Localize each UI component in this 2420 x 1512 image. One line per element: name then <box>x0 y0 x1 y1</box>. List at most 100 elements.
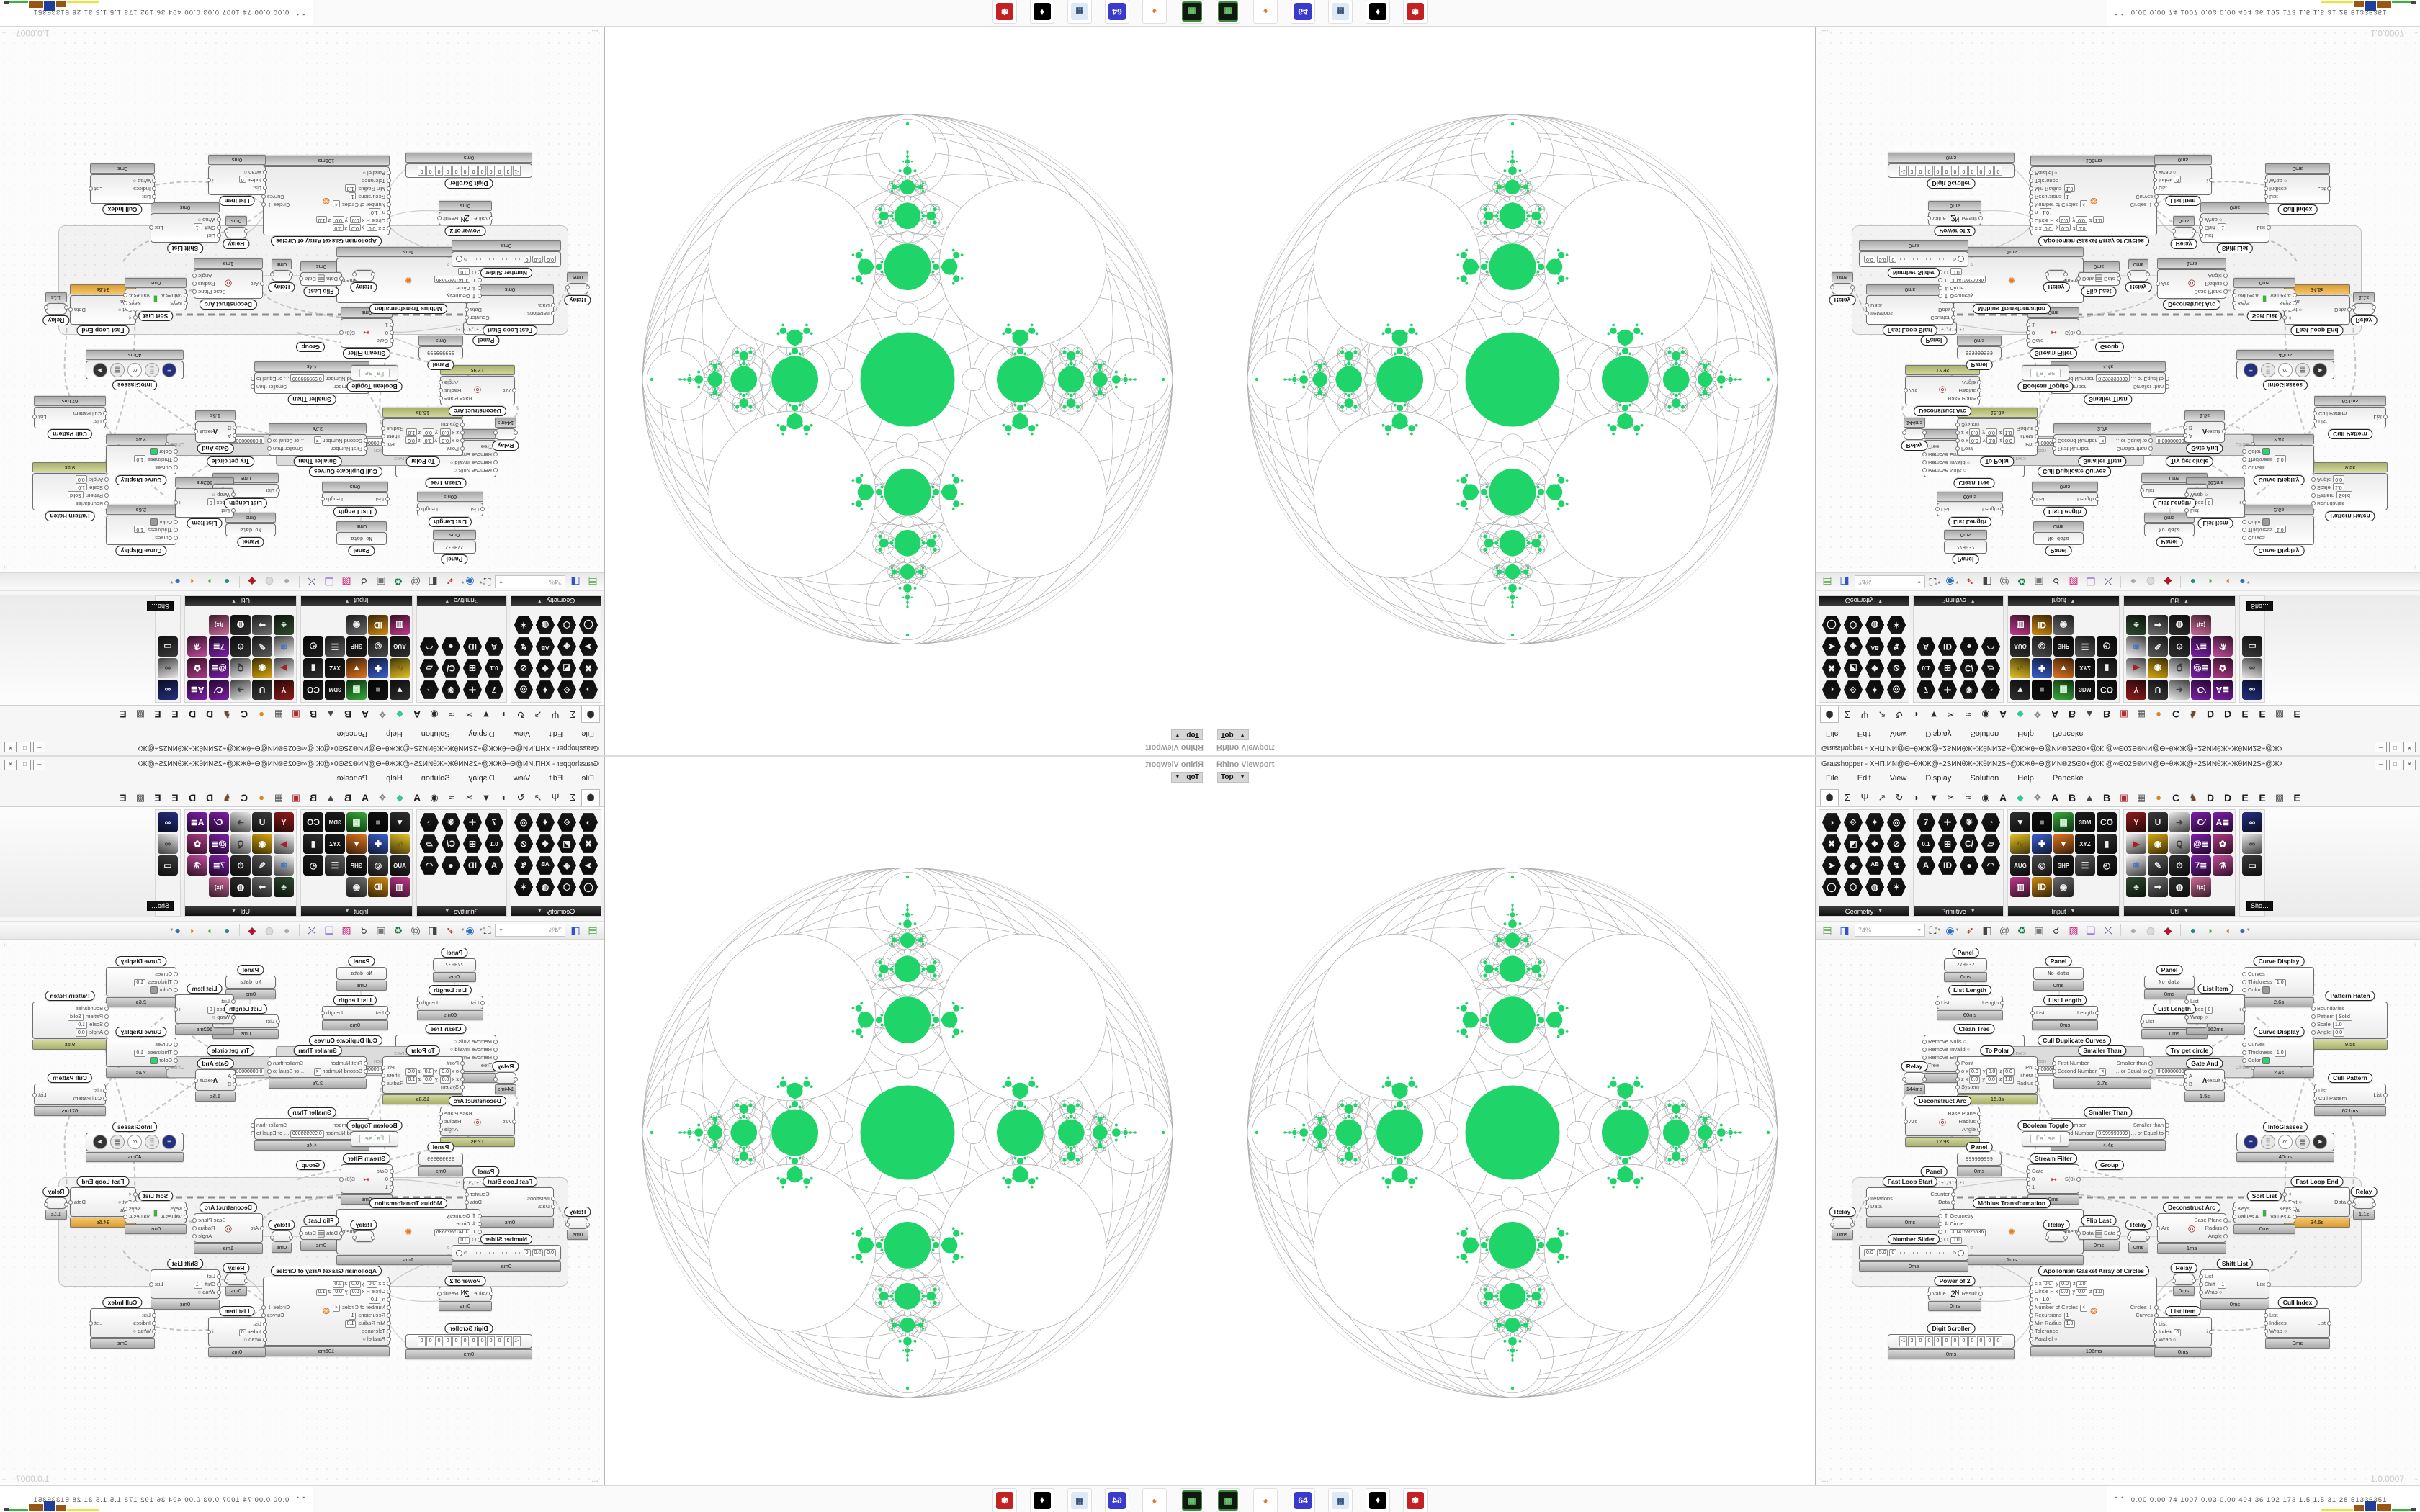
gh-node-cull-pattern[interactable]: Cull Pattern List Cull Pattern List 621ms <box>2314 396 2386 439</box>
node-body[interactable]: Curves Thickness 1.0 Color <box>106 445 176 474</box>
input-param[interactable]: Point <box>405 445 459 453</box>
output-param[interactable]: Base Plane <box>444 395 472 402</box>
gh-node-panel[interactable]: Panel 999999999 0ms <box>1957 1142 2002 1176</box>
group-label[interactable]: Group <box>2095 1160 2124 1170</box>
category-tab-4[interactable]: ↻ <box>516 791 525 803</box>
package-icon[interactable]: ▨ <box>341 576 351 588</box>
gh-node-smaller-than[interactable]: Smaller Than First Number Second Number < S… <box>2053 423 2151 467</box>
component-icon[interactable]: ▭ <box>158 855 178 876</box>
gh-node-infoglasses[interactable]: InfoGlasses ≡ ⣿ ∞ ▤ ➤ 40ms <box>2236 350 2334 390</box>
component-icon[interactable]: ➤ <box>1821 856 1842 875</box>
gha-recycle-icon[interactable]: ♻ <box>2017 576 2027 588</box>
viewport-mode-button[interactable]: Top ▼ <box>1217 729 1249 740</box>
infoglasses-icon[interactable]: ➤ <box>2313 1135 2327 1149</box>
wire-preview-icon[interactable]: ◍ <box>2146 576 2156 588</box>
input-param[interactable]: Remove Nulls ○ <box>1928 467 1970 474</box>
gh-node-pattern-hatch[interactable]: Pattern Hatch Boundaries Pattern Solid Scal… <box>32 462 107 521</box>
input-param[interactable]: List <box>193 1272 215 1280</box>
wolf-app-icon[interactable]: ✦ <box>1366 0 1390 24</box>
panel-label-util[interactable]: Util ▼ <box>185 596 296 606</box>
node-body[interactable]: List Indices Wrap ○ List <box>2265 174 2330 204</box>
input-param[interactable]: Curves <box>133 970 172 978</box>
gh-node-power-of-2[interactable]: Power of 2 Value Result 2ᴺ 0ms <box>439 201 492 236</box>
component-icon[interactable]: ☰ <box>2075 636 2095 657</box>
component-icon[interactable]: ■ <box>368 680 388 700</box>
input-param[interactable]: Remove Invalid ○ <box>1928 459 1971 466</box>
node-body[interactable]: List Shift -1 Wrap ○ List <box>151 213 220 243</box>
node-body[interactable]: Arc Base Plane Radius Angle ◎ <box>440 376 515 405</box>
digit-cell[interactable]: 3 <box>504 166 512 176</box>
green-preview-icon[interactable]: ◗ <box>206 924 213 936</box>
component-icon[interactable]: f(x) <box>209 877 229 897</box>
input-param[interactable]: Number of Circles 4 <box>2028 1303 2105 1312</box>
calculator-icon[interactable]: ▦ <box>1328 1488 1353 1512</box>
gh-node-cull-pattern[interactable]: Cull Pattern List Cull Pattern List 621ms <box>2312 1073 2388 1116</box>
input-param[interactable]: Arc <box>2155 1225 2170 1231</box>
component-icon[interactable]: ▦ <box>2053 680 2074 700</box>
component-icon[interactable]: ◍ <box>2169 615 2190 635</box>
zoom-level-field[interactable]: 74% ▼ <box>495 924 565 937</box>
component-icon[interactable]: ▱ <box>419 658 439 678</box>
slider-value-box[interactable]: 0.0 <box>544 1249 556 1256</box>
firefox-icon[interactable]: ◕ <box>1142 0 1167 24</box>
input-param[interactable]: System <box>1961 421 2015 429</box>
component-icon[interactable]: C⁄ <box>209 812 229 832</box>
input-param[interactable]: List <box>73 418 102 426</box>
node-body[interactable]: Keys Values A Keys Values A ▮ <box>2233 289 2295 310</box>
gh-node-list-item[interactable]: List Item List Index 0 Wrap ○ i 0ms <box>208 1306 266 1357</box>
input-param[interactable]: List <box>2269 193 2287 201</box>
finder-icon[interactable]: ☌ <box>2053 576 2060 588</box>
category-tab-20[interactable]: C <box>240 791 248 804</box>
component-icon[interactable]: ▮ <box>2097 834 2117 854</box>
node-body[interactable]: First Number Second Number < Smaller than…… <box>269 1056 367 1078</box>
output-param[interactable]: Angle <box>444 379 472 387</box>
component-icon[interactable]: Y <box>2126 812 2146 832</box>
minimize-button[interactable]: ─ <box>2375 742 2387 752</box>
node-body[interactable] <box>45 303 67 315</box>
rhino-viewport[interactable]: Rhino Viewport Top ▼ <box>605 27 1210 755</box>
green-preview-icon[interactable]: ◗ <box>2207 576 2214 588</box>
component-icon[interactable]: ◍ <box>1865 878 1885 896</box>
component-icon[interactable]: ➤ <box>1821 636 1842 657</box>
category-tab-0[interactable]: ⬢ <box>1820 788 1839 806</box>
node-body[interactable]: Arc Base Plane Radius Angle ◎ <box>194 1213 263 1243</box>
component-icon[interactable]: C/ <box>1959 834 1979 853</box>
wire-display-icon[interactable]: ⤫ <box>308 576 316 588</box>
component-icon[interactable]: AUG <box>390 636 410 657</box>
component-icon[interactable]: ⚛ <box>2126 855 2146 876</box>
gh-node-deconstruct-arc[interactable]: Deconstruct Arc Arc Base Plane Radius Angle ◎… <box>194 258 263 310</box>
node-body[interactable]: ≡ ⣿ ∞ ▤ ➤ <box>86 361 184 379</box>
component-icon[interactable]: ⚛ <box>274 855 294 876</box>
digit-cell[interactable]: 0 <box>426 1336 434 1346</box>
input-param[interactable]: Color <box>133 986 172 994</box>
component-icon[interactable]: ▼ <box>390 812 410 832</box>
output-param[interactable]: Radius <box>2016 1079 2040 1086</box>
component-icon[interactable]: ✶ <box>514 615 534 635</box>
component-icon[interactable]: ID <box>368 877 388 897</box>
node-body[interactable]: -1 3 0 0 0 0 0 0 0 0 0 0 <box>405 1334 532 1349</box>
viewport-mode-button[interactable]: Top ▼ <box>1217 772 1249 783</box>
infoglasses-icon[interactable]: ▤ <box>2295 363 2310 377</box>
component-icon[interactable]: XYZ <box>325 834 345 854</box>
category-tab-11[interactable]: ◆ <box>2017 709 2024 721</box>
output-param[interactable]: Data <box>1930 306 1950 314</box>
preview-eye-icon[interactable]: ◉ ▼ <box>460 924 475 936</box>
gem-display-icon[interactable]: ◆ <box>248 576 256 588</box>
node-body[interactable]: Value Result 2ᴺ <box>1928 212 1981 225</box>
component-icon[interactable]: ⊞ <box>462 834 483 854</box>
component-icon[interactable]: ☰ <box>325 636 345 657</box>
digit-cell[interactable]: 0 <box>1951 1336 1959 1346</box>
category-tab-24[interactable]: E <box>171 791 179 804</box>
gh-node-fast-loop-start[interactable]: Fast Loop Start Iterations Data Counter Data… <box>1865 1176 1955 1228</box>
node-body[interactable]: List Cull Pattern List <box>2314 407 2386 428</box>
input-param[interactable]: B <box>227 425 231 431</box>
digit-cell[interactable]: -1 <box>1899 166 1907 176</box>
component-icon[interactable]: 7≣ <box>2191 855 2211 876</box>
